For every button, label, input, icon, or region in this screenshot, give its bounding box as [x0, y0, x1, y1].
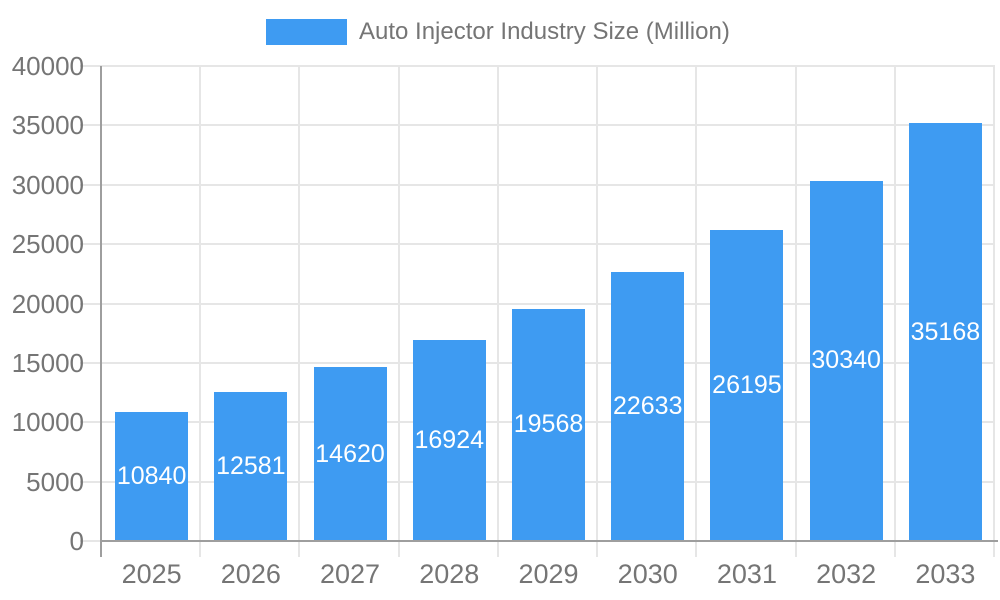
bar: 35168: [908, 123, 982, 541]
legend-label: Auto Injector Industry Size (Million): [359, 18, 730, 45]
y-tick-label: 35000: [11, 110, 84, 141]
y-gridline: [102, 302, 995, 305]
x-tick-label: 2026: [220, 559, 281, 589]
x-axis-tick: [596, 541, 599, 557]
y-tick-label: 20000: [11, 288, 84, 319]
x-tick-label: 2028: [419, 559, 480, 589]
bar: 30340: [809, 180, 883, 541]
y-tick-label: 15000: [11, 347, 84, 378]
x-axis-tick: [695, 541, 698, 557]
bar-value-label: 14620: [315, 439, 385, 468]
bar: 16924: [412, 340, 486, 541]
y-axis-tick: [80, 361, 102, 364]
legend: Auto Injector Industry Size (Million): [266, 18, 730, 45]
y-axis-tick: [80, 421, 102, 424]
x-axis-tick: [100, 541, 102, 557]
bar: 14620: [313, 367, 387, 541]
bar-value-label: 12581: [216, 451, 286, 480]
bar: 26195: [710, 229, 784, 541]
x-tick-label: 2033: [915, 559, 976, 589]
bar: 22633: [611, 272, 685, 541]
y-tick-label: 25000: [11, 229, 84, 260]
y-axis-tick: [80, 243, 102, 246]
x-tick-label: 2032: [816, 559, 877, 589]
x-axis-tick: [298, 541, 301, 557]
y-axis-tick: [80, 183, 102, 186]
y-axis-tick: [80, 302, 102, 305]
bar-value-label: 19568: [513, 410, 584, 439]
y-tick-label: 5000: [26, 466, 84, 497]
x-tick-label: 2029: [518, 559, 579, 589]
x-axis-tick: [993, 541, 995, 557]
y-axis-tick: [80, 540, 102, 542]
x-gridline: [993, 66, 995, 541]
x-tick-label: 2027: [320, 559, 381, 589]
x-gridline: [199, 66, 202, 541]
bar: 10840: [115, 412, 189, 541]
y-axis-tick: [80, 65, 102, 67]
legend-swatch: [266, 19, 347, 45]
y-gridline: [102, 124, 995, 127]
bar-value-label: 35168: [910, 317, 981, 346]
y-tick-label: 10000: [11, 407, 84, 438]
x-tick-label: 2025: [121, 559, 182, 589]
bar-value-label: 16924: [414, 426, 485, 454]
x-gridline: [794, 66, 797, 541]
x-gridline: [298, 66, 301, 541]
bar-value-label: 22633: [612, 392, 683, 421]
x-gridline: [596, 66, 599, 541]
x-axis-tick: [893, 541, 896, 557]
x-axis-tick: [794, 541, 797, 557]
bar-value-label: 10840: [116, 462, 187, 491]
y-axis-line: [100, 66, 102, 541]
x-axis-tick: [397, 541, 400, 557]
bar: 12581: [214, 391, 288, 541]
y-tick-label: 0: [69, 526, 84, 556]
x-gridline: [397, 66, 400, 541]
x-axis-tick: [496, 541, 499, 557]
y-gridline: [102, 65, 995, 67]
y-tick-label: 30000: [11, 169, 84, 200]
y-gridline: [102, 243, 995, 246]
x-axis-tick: [199, 541, 202, 557]
x-tick-label: 2030: [617, 559, 678, 589]
y-axis-tick: [80, 124, 102, 127]
x-tick-label: 2031: [716, 559, 777, 589]
bar-value-label: 30340: [811, 346, 881, 375]
y-axis-tick: [80, 480, 102, 483]
y-gridline: [102, 183, 995, 186]
bar-value-label: 26195: [712, 370, 782, 399]
x-gridline: [893, 66, 896, 541]
bar: 19568: [512, 308, 585, 541]
x-axis-line: [100, 540, 998, 542]
x-gridline: [695, 66, 698, 541]
y-tick-label: 40000: [11, 51, 84, 81]
x-gridline: [496, 66, 499, 541]
